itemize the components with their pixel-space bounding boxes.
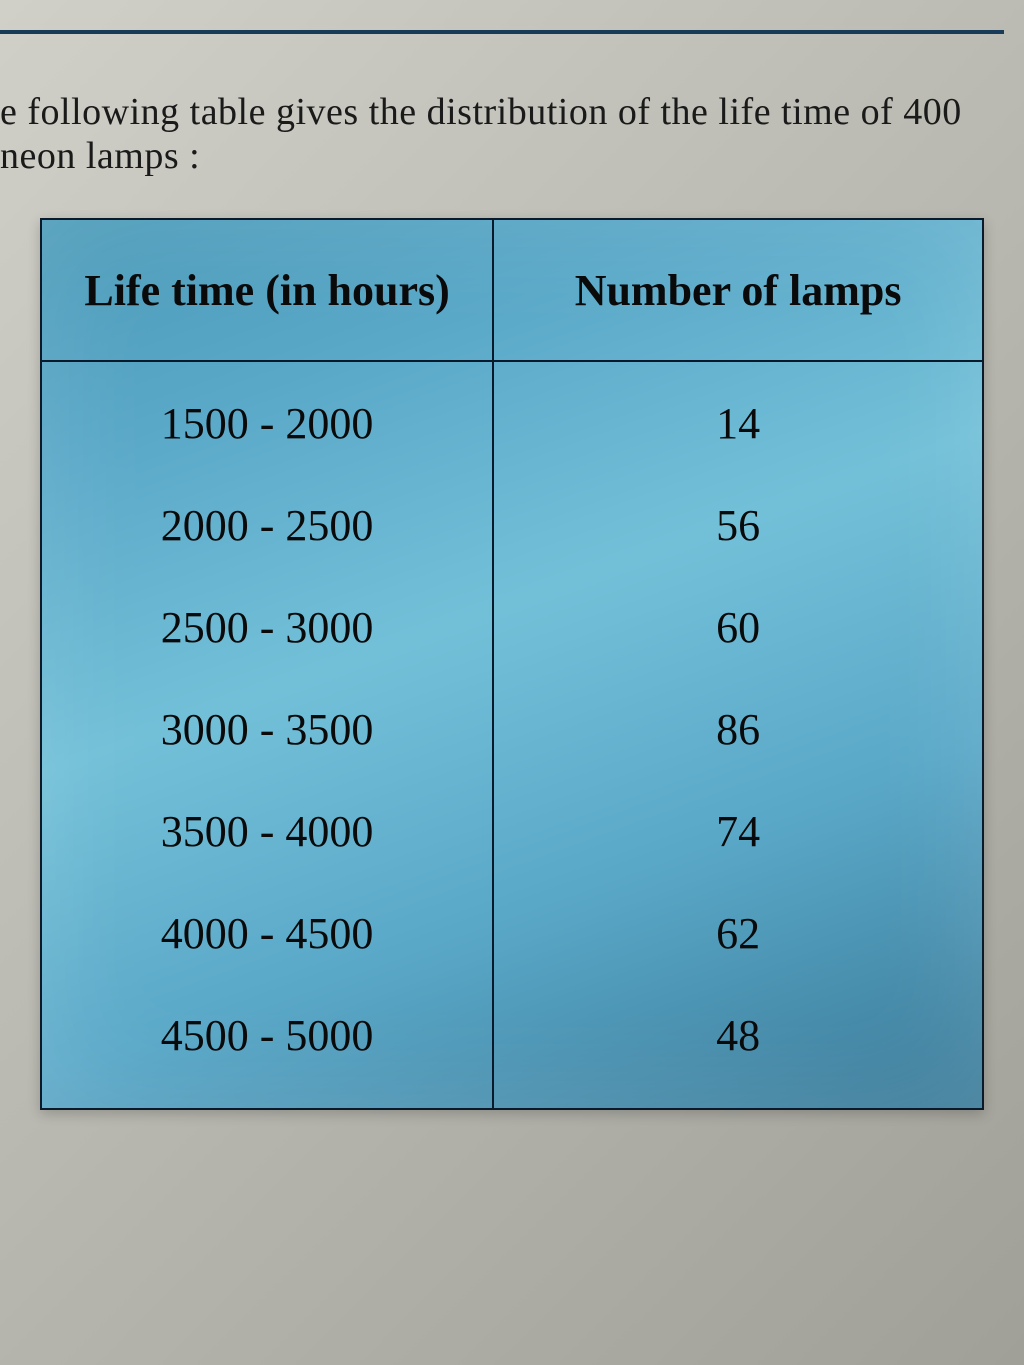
lamps-value: 62	[716, 912, 760, 956]
lifetime-value: 3500 - 4000	[161, 810, 374, 854]
lamps-cell: 14 56 60 86 74 62 48	[493, 361, 983, 1109]
column-header-lifetime: Life time (in hours)	[41, 219, 493, 361]
lifetime-cell: 1500 - 2000 2000 - 2500 2500 - 3000 3000…	[41, 361, 493, 1109]
page: e following table gives the distribution…	[0, 0, 1024, 1365]
lamps-value: 86	[716, 708, 760, 752]
lifetime-value: 2000 - 2500	[161, 504, 374, 548]
table-container: Life time (in hours) Number of lamps 150…	[40, 218, 984, 1110]
lifetime-value: 1500 - 2000	[161, 402, 374, 446]
lifetime-value: 4500 - 5000	[161, 1014, 374, 1058]
lifetime-value: 2500 - 3000	[161, 606, 374, 650]
lamps-value: 74	[716, 810, 760, 854]
lifetime-value: 4000 - 4500	[161, 912, 374, 956]
distribution-table: Life time (in hours) Number of lamps 150…	[40, 218, 984, 1110]
lamps-value: 60	[716, 606, 760, 650]
table-header-row: Life time (in hours) Number of lamps	[41, 219, 983, 361]
lamps-values: 14 56 60 86 74 62 48	[494, 402, 982, 1058]
column-header-lamps: Number of lamps	[493, 219, 983, 361]
table-body-row: 1500 - 2000 2000 - 2500 2500 - 3000 3000…	[41, 361, 983, 1109]
horizontal-rule	[0, 30, 1004, 34]
lamps-value: 48	[716, 1014, 760, 1058]
lamps-value: 14	[716, 402, 760, 446]
lifetime-values: 1500 - 2000 2000 - 2500 2500 - 3000 3000…	[42, 402, 492, 1058]
intro-text: e following table gives the distribution…	[0, 90, 1004, 178]
lifetime-value: 3000 - 3500	[161, 708, 374, 752]
lamps-value: 56	[716, 504, 760, 548]
